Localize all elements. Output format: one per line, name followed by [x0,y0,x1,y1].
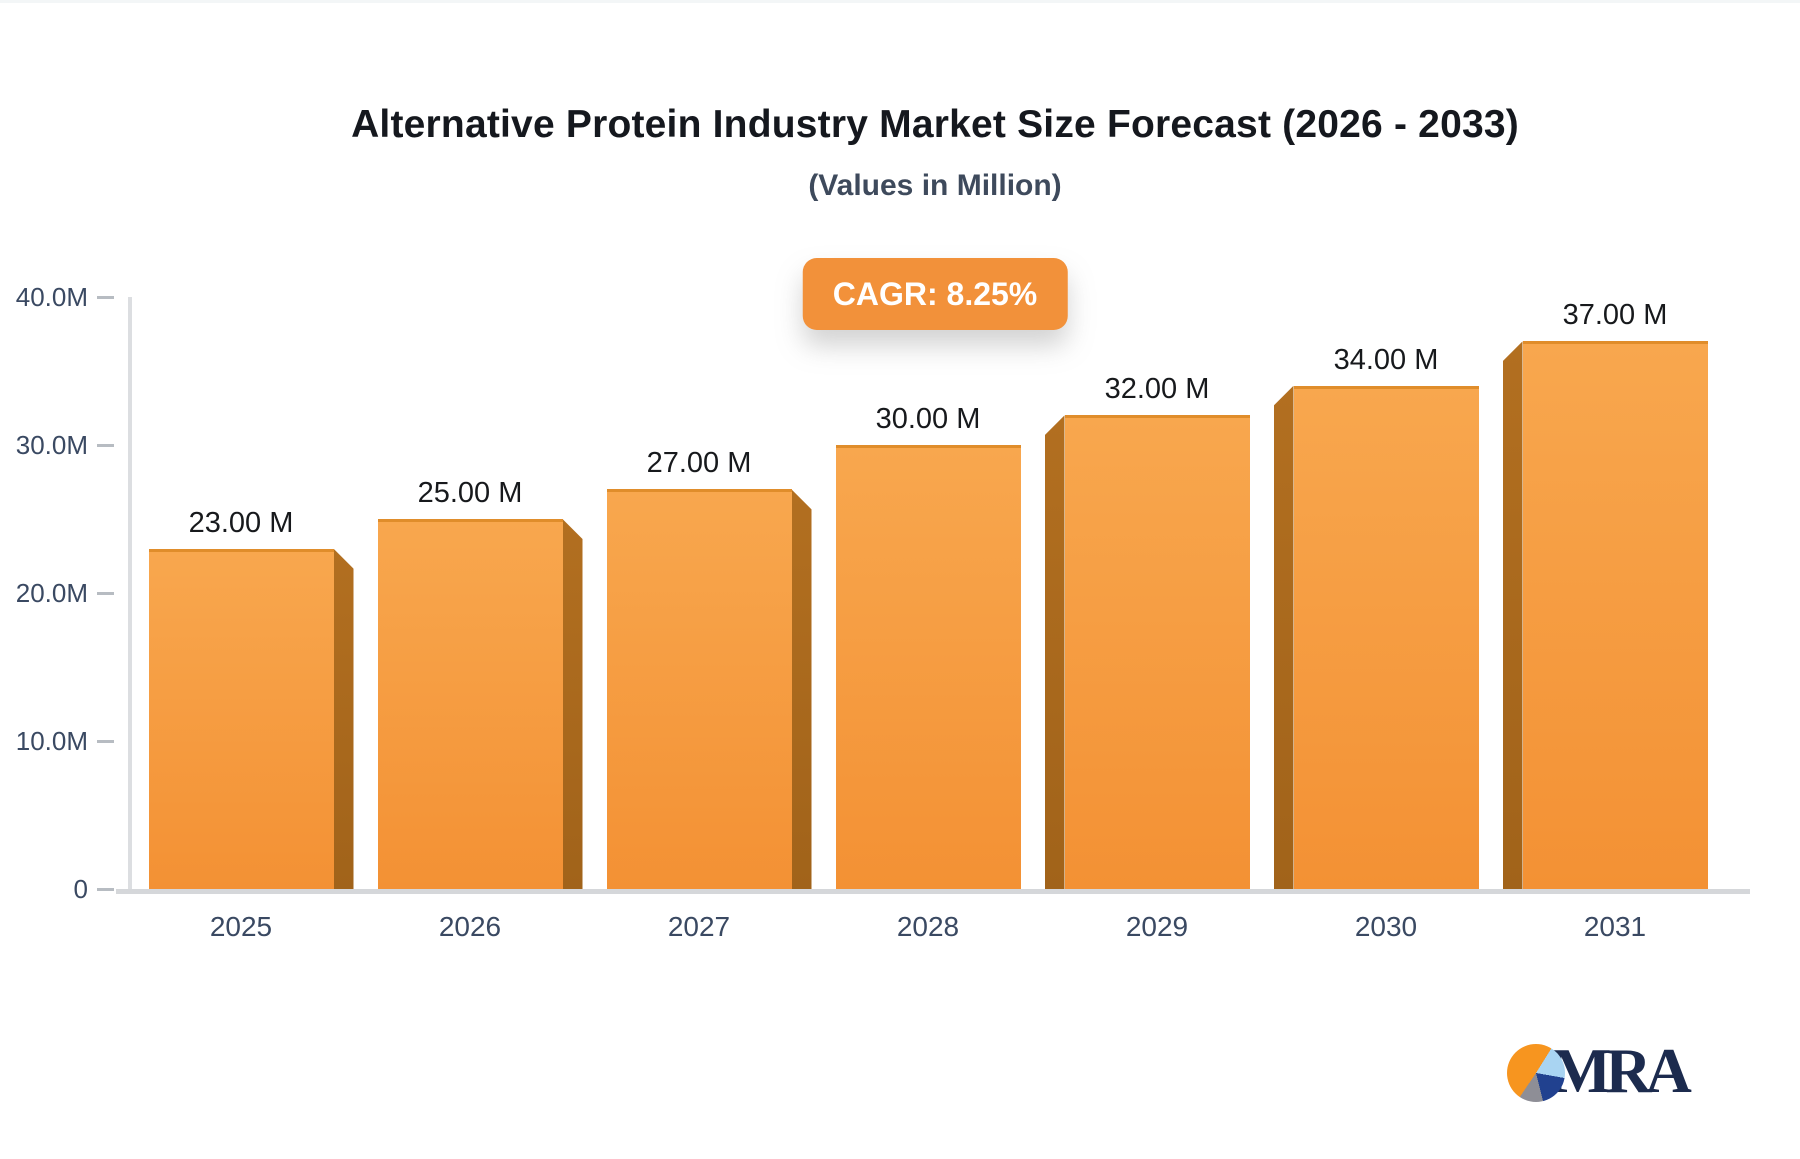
bar-side-shadow [562,519,583,889]
y-tick-label: 40.0M [15,282,88,312]
x-axis-label: 2029 [1125,911,1189,942]
logo-text: MRA [1551,1035,1692,1106]
y-tick-mark [97,444,114,447]
logo-pie-icon [1507,1044,1565,1102]
bar-value-label: 25.00 M [417,477,523,509]
bar-value-label: 30.00 M [875,403,981,435]
bar [148,548,334,889]
y-tick-label: 20.0M [15,578,88,608]
bar [377,519,563,889]
x-axis-label: 2026 [438,911,502,942]
bar-value-label: 32.00 M [1104,373,1210,406]
bar [1064,415,1250,889]
bar [835,445,1021,889]
x-axis-label: 2028 [896,911,960,942]
chart-title: Alternative Protein Industry Market Size… [351,103,1519,146]
cagr-badge: CAGR: 8.25% [802,258,1068,330]
bar [606,489,792,889]
y-tick-mark [97,592,114,595]
bar-side-shadow [1502,341,1523,889]
bar [1293,385,1479,889]
y-tick-label: 0 [73,874,88,904]
chart-subtitle: (Values in Million) [808,169,1062,202]
bar-value-label: 34.00 M [1333,343,1439,376]
x-axis-label: 2027 [667,911,731,942]
y-tick-label: 10.0M [15,726,88,756]
y-tick-mark [97,740,114,743]
bar-value-label: 27.00 M [646,447,752,480]
bar-side-shadow [333,548,354,889]
x-axis-line [116,889,1750,894]
bar-side-shadow [1273,385,1294,889]
bar-side-shadow [1044,415,1065,889]
x-axis-label: 2030 [1354,911,1418,942]
bar-value-label: 37.00 M [1562,299,1668,332]
bar [1522,341,1708,889]
y-tick-mark [97,888,114,891]
bar-value-label: 23.00 M [188,506,294,539]
y-tick-mark [97,296,114,299]
bar-side-shadow [791,489,812,889]
y-tick-label: 30.0M [15,430,88,460]
y-axis-line [128,297,132,889]
x-axis-label: 2025 [209,911,273,942]
x-axis-label: 2031 [1583,911,1647,942]
